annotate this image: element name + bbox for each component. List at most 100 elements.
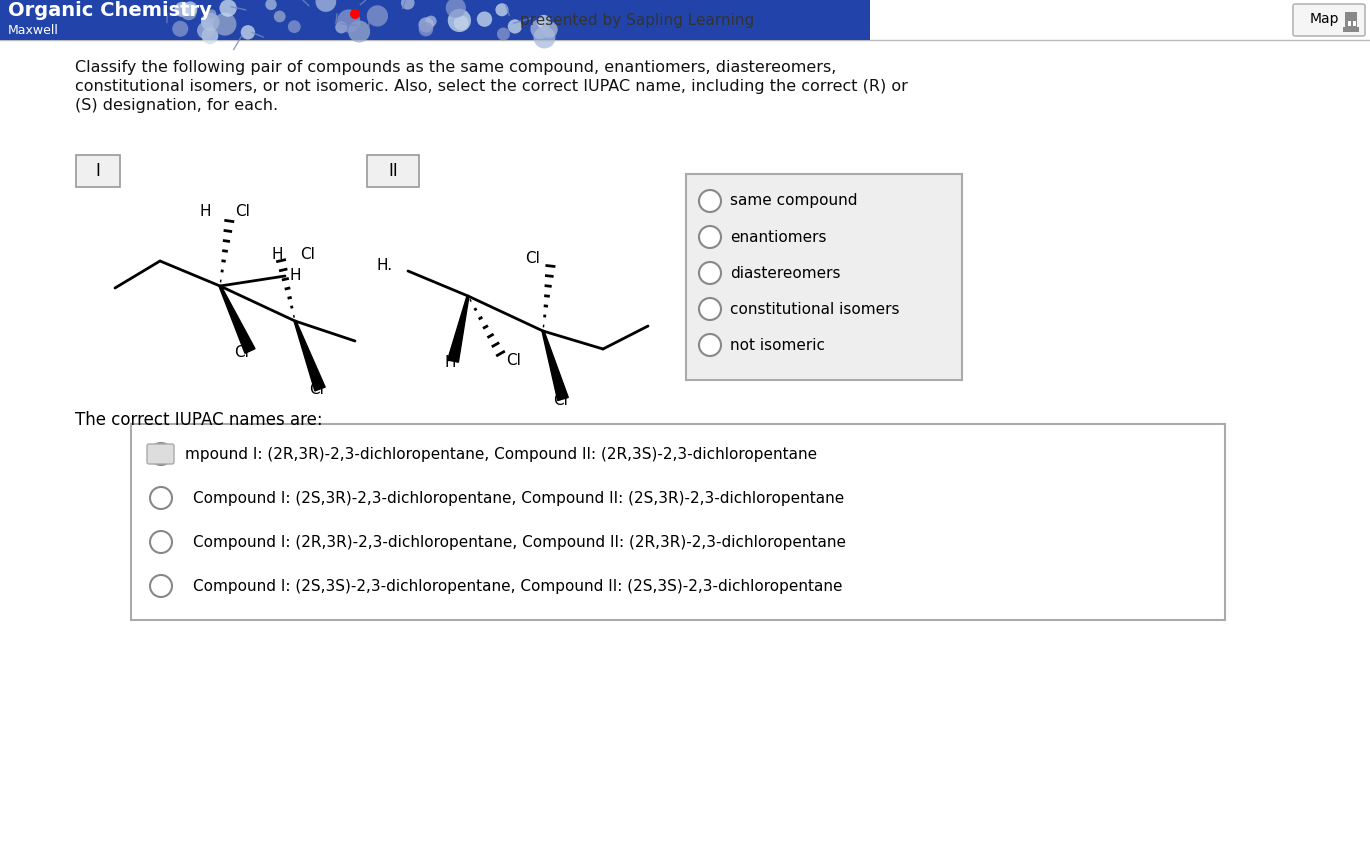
Bar (823, 0, 834, 40)
Circle shape (541, 22, 558, 39)
Bar (858, 0, 869, 40)
Circle shape (541, 21, 558, 37)
Circle shape (533, 27, 555, 48)
Circle shape (418, 17, 434, 33)
Bar (593, 0, 604, 40)
Circle shape (149, 575, 173, 597)
Circle shape (367, 5, 388, 27)
Circle shape (241, 25, 255, 40)
Bar (659, 0, 670, 40)
Bar (703, 0, 714, 40)
FancyBboxPatch shape (132, 424, 1225, 620)
Circle shape (184, 2, 197, 16)
Bar (692, 0, 703, 40)
Text: (S) designation, for each.: (S) designation, for each. (75, 98, 278, 113)
Bar (615, 0, 626, 40)
Text: H: H (199, 204, 211, 219)
Bar (626, 0, 637, 40)
Circle shape (453, 16, 469, 30)
Bar (670, 0, 681, 40)
Circle shape (219, 0, 237, 16)
Text: Organic Chemistry: Organic Chemistry (8, 1, 212, 20)
Text: H: H (271, 247, 282, 262)
Text: Map: Map (1310, 12, 1340, 26)
Bar (847, 0, 858, 40)
Text: H: H (444, 355, 456, 370)
Text: Cl: Cl (553, 393, 569, 408)
Circle shape (401, 0, 415, 10)
Bar (604, 0, 615, 40)
Text: II: II (388, 162, 397, 180)
Text: presented by Sapling Learning: presented by Sapling Learning (521, 12, 755, 28)
Bar (834, 0, 847, 40)
Text: Cl: Cl (236, 204, 249, 219)
Circle shape (448, 9, 471, 32)
Bar (780, 0, 790, 40)
Circle shape (537, 15, 551, 29)
Circle shape (496, 3, 508, 16)
Text: Classify the following pair of compounds as the same compound, enantiomers, dias: Classify the following pair of compounds… (75, 60, 836, 75)
Circle shape (207, 10, 216, 18)
Circle shape (530, 19, 551, 39)
FancyBboxPatch shape (1293, 4, 1365, 36)
Bar (648, 0, 659, 40)
Circle shape (699, 226, 721, 248)
Circle shape (425, 16, 437, 27)
Text: constitutional isomers: constitutional isomers (730, 301, 900, 316)
Text: same compound: same compound (730, 193, 858, 209)
Circle shape (699, 298, 721, 320)
Text: Compound I: (2S,3R)-2,3-dichloropentane, Compound II: (2S,3R)-2,3-dichloropentan: Compound I: (2S,3R)-2,3-dichloropentane,… (193, 490, 844, 506)
Text: constitutional isomers, or not isomeric. Also, select the correct IUPAC name, in: constitutional isomers, or not isomeric.… (75, 79, 908, 94)
Bar (1343, 27, 1359, 32)
FancyBboxPatch shape (686, 174, 962, 380)
Bar (1354, 21, 1356, 26)
Bar (1345, 12, 1358, 28)
Circle shape (181, 3, 197, 20)
Text: The correct IUPAC names are:: The correct IUPAC names are: (75, 411, 322, 429)
Text: diastereomers: diastereomers (730, 266, 841, 281)
FancyBboxPatch shape (75, 155, 121, 187)
Bar (747, 0, 758, 40)
Circle shape (201, 28, 218, 44)
Text: Cl: Cl (526, 251, 540, 266)
Circle shape (288, 20, 300, 33)
Circle shape (197, 22, 214, 39)
Bar (582, 0, 593, 40)
Text: Cl: Cl (310, 382, 325, 397)
Bar (714, 0, 725, 40)
Circle shape (348, 21, 370, 42)
Bar (769, 0, 780, 40)
Bar (571, 0, 582, 40)
Text: Compound I: (2S,3S)-2,3-dichloropentane, Compound II: (2S,3S)-2,3-dichloropentan: Compound I: (2S,3S)-2,3-dichloropentane,… (193, 578, 843, 593)
Text: Cl: Cl (506, 353, 521, 368)
Text: H: H (290, 268, 301, 283)
Bar (0, 0, 870, 40)
Bar (812, 0, 823, 40)
Bar (869, 0, 880, 40)
Bar (880, 0, 891, 40)
Text: enantiomers: enantiomers (730, 229, 826, 244)
Text: Maxwell: Maxwell (8, 23, 59, 36)
Circle shape (149, 531, 173, 553)
Circle shape (274, 10, 285, 23)
Circle shape (337, 10, 360, 33)
Bar (758, 0, 769, 40)
Circle shape (477, 11, 492, 27)
Text: H.: H. (377, 258, 393, 274)
Bar (637, 0, 648, 40)
Polygon shape (295, 320, 325, 391)
Circle shape (315, 0, 336, 12)
Circle shape (174, 2, 189, 16)
Text: Cl: Cl (300, 247, 315, 262)
Circle shape (149, 443, 173, 465)
Bar (801, 0, 812, 40)
Polygon shape (543, 331, 569, 401)
Text: mpound I: (2R,3R)-2,3-dichloropentane, Compound II: (2R,3S)-2,3-dichloropentane: mpound I: (2R,3R)-2,3-dichloropentane, C… (185, 447, 817, 462)
Circle shape (445, 0, 466, 18)
Bar (790, 0, 801, 40)
Circle shape (214, 13, 237, 36)
Circle shape (508, 19, 522, 34)
Circle shape (173, 21, 188, 36)
Bar (736, 0, 747, 40)
Bar (1348, 21, 1351, 26)
